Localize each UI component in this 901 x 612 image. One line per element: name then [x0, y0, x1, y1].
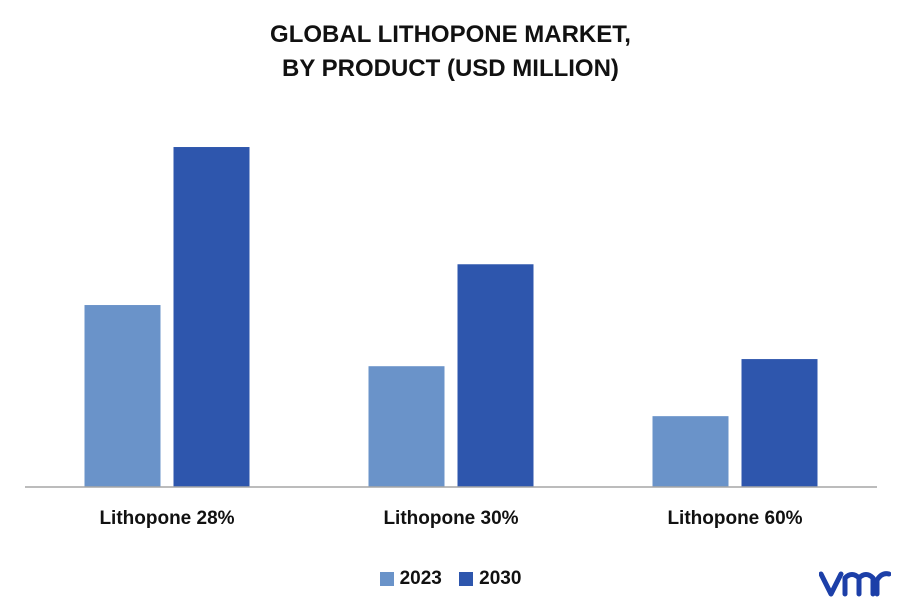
chart-title: GLOBAL LITHOPONE MARKET, BY PRODUCT (USD…	[0, 18, 901, 86]
vmr-logo-icon	[819, 571, 891, 597]
bar-2023-lithopone-30-	[368, 366, 445, 488]
chart-title-line-1: GLOBAL LITHOPONE MARKET,	[270, 21, 631, 48]
legend-label-2030: 2030	[479, 568, 522, 589]
legend-item-2023: 2023	[379, 568, 442, 590]
bar-2023-lithopone-60-	[652, 416, 729, 488]
bar-2023-lithopone-28-	[84, 305, 161, 488]
bar-2030-lithopone-28-	[173, 147, 250, 488]
legend-item-2030: 2030	[459, 568, 521, 590]
bar-2030-lithopone-30-	[457, 264, 534, 488]
chart-title-line-2: BY PRODUCT (USD MILLION)	[282, 55, 619, 82]
bar-2030-lithopone-60-	[741, 359, 818, 488]
x-tick-label: Lithopone 28%	[99, 508, 234, 529]
x-tick-label: Lithopone 60%	[667, 508, 802, 529]
legend-swatch-2030	[459, 572, 474, 586]
legend-swatch-2023	[379, 572, 394, 586]
legend-label-2023: 2023	[399, 568, 442, 589]
x-tick-label: Lithopone 30%	[383, 508, 518, 529]
chart-legend: 2023 2030	[0, 568, 901, 592]
